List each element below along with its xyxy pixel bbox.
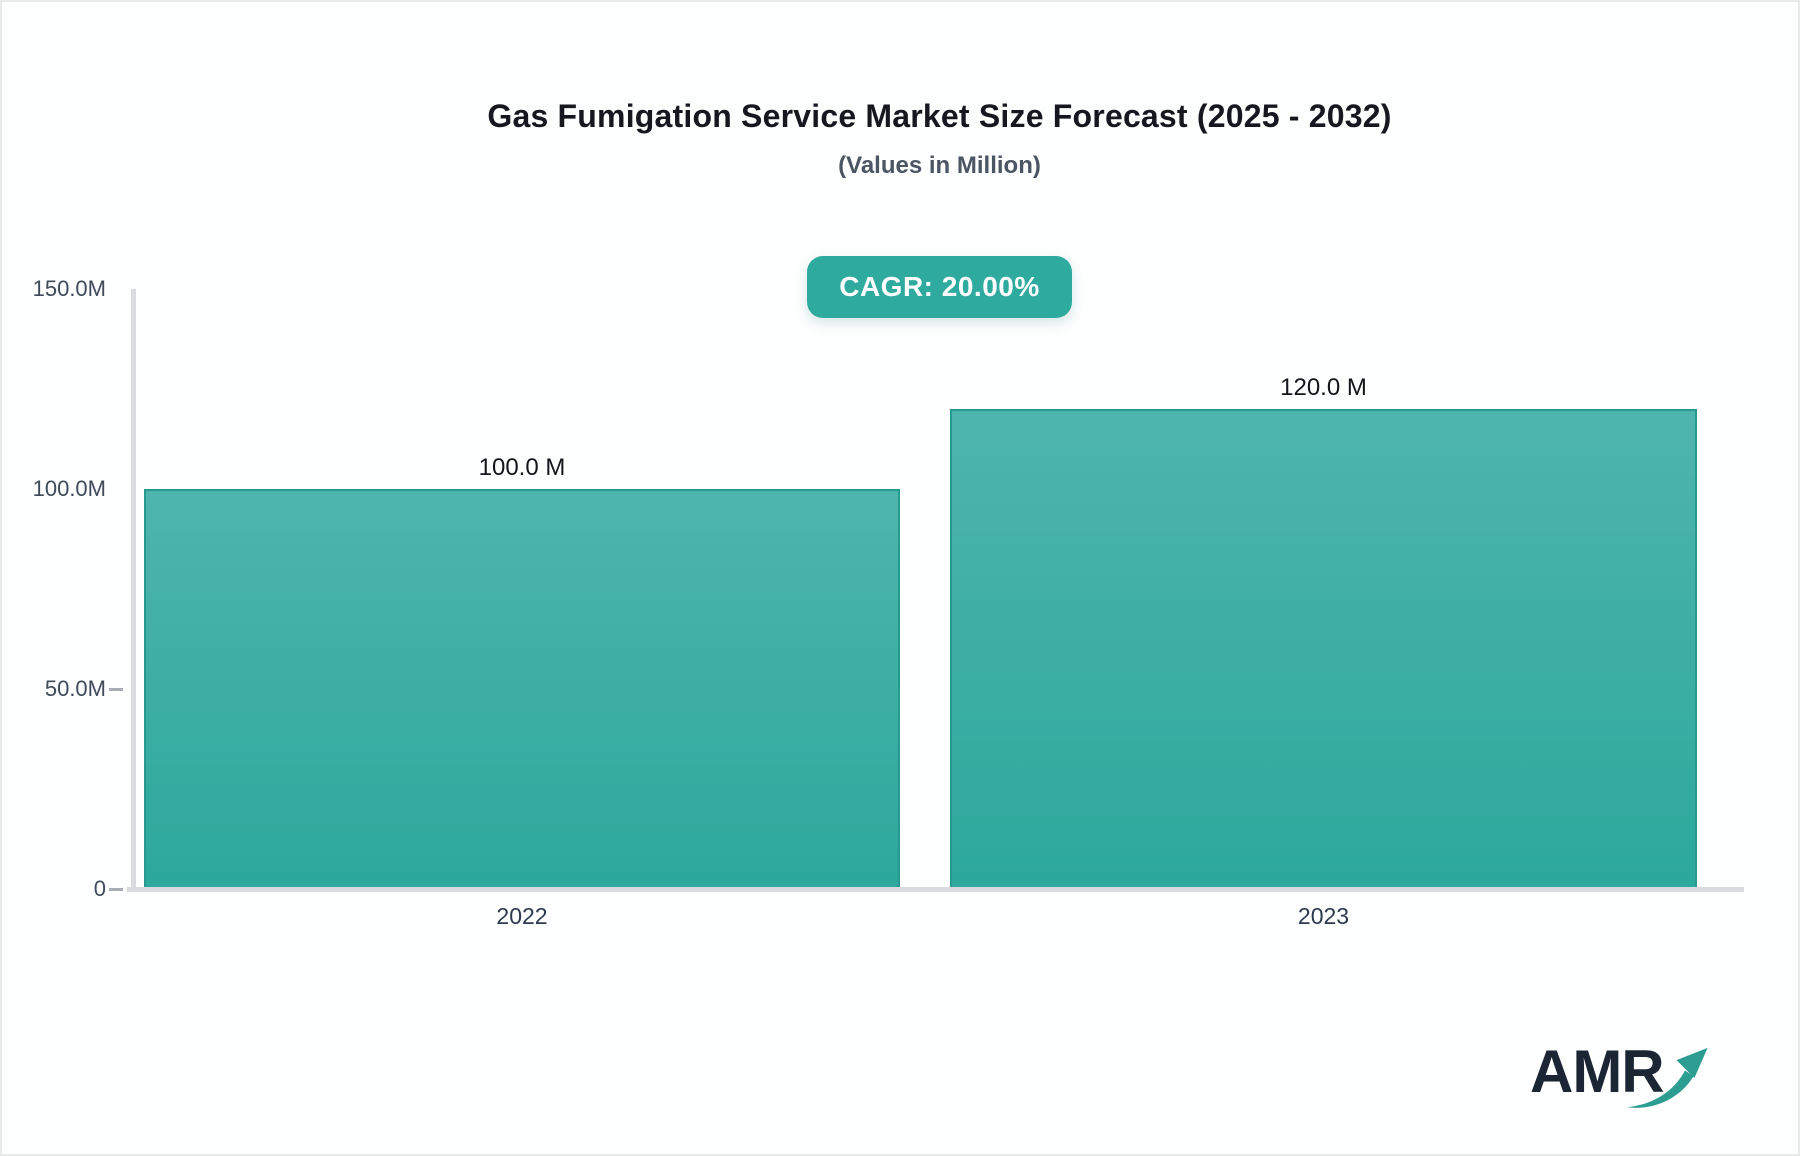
y-axis-tick-label-150m: 150.0M <box>32 276 106 301</box>
y-axis-tick-mark-0 <box>109 888 123 891</box>
chart-subtitle: (Values in Million) <box>838 152 1041 179</box>
y-axis-line <box>131 289 136 890</box>
bar-group-2022: 100.0 M <box>144 289 900 889</box>
bar-value-label-2022: 100.0 M <box>478 454 566 481</box>
y-axis-tick-label-100m: 100.0M <box>32 476 106 501</box>
y-axis-tick-label-50m: 50.0M <box>44 676 106 701</box>
bar-2022[interactable] <box>144 489 900 889</box>
amr-logo: AMR <box>1530 1032 1720 1124</box>
chart-title: Gas Fumigation Service Market Size Forec… <box>487 98 1392 134</box>
bar-value-label-2023: 120.0 M <box>1280 374 1367 401</box>
amr-logo-text: AMR <box>1530 1038 1665 1105</box>
y-axis-tick-mark-50m <box>109 688 123 691</box>
cagr-badge-wrap: CAGR: 20.00% <box>135 256 1744 318</box>
x-axis-line <box>127 887 1744 892</box>
bar-2023[interactable] <box>950 409 1697 889</box>
x-axis-label-2022: 2022 <box>496 903 548 929</box>
bar-group-2023: 120.0 M <box>950 289 1697 889</box>
growth-arrow-icon <box>1626 1047 1708 1108</box>
x-axis-label-2023: 2023 <box>1297 903 1350 929</box>
y-axis-tick-label-0: 0 <box>93 876 106 901</box>
cagr-badge: CAGR: 20.00% <box>807 256 1072 318</box>
